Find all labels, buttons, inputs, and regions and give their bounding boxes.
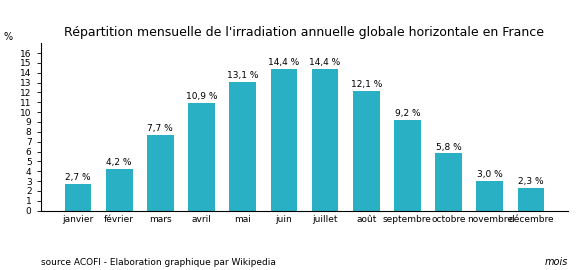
Text: 7,7 %: 7,7 %: [147, 124, 173, 133]
Bar: [64, 184, 92, 211]
Text: mois: mois: [545, 257, 568, 267]
Bar: [353, 92, 380, 211]
Text: source ACOFI - Elaboration graphique par Wikipedia: source ACOFI - Elaboration graphique par…: [41, 258, 276, 267]
Text: 9,2 %: 9,2 %: [394, 109, 420, 118]
Text: 3,0 %: 3,0 %: [477, 170, 503, 179]
Bar: [435, 153, 462, 211]
Bar: [229, 82, 256, 211]
Bar: [188, 103, 215, 211]
Bar: [476, 181, 503, 211]
Text: %: %: [3, 32, 13, 42]
Bar: [311, 69, 339, 211]
Text: 10,9 %: 10,9 %: [186, 92, 218, 101]
Bar: [270, 69, 298, 211]
Text: 5,8 %: 5,8 %: [436, 143, 462, 151]
Text: 4,2 %: 4,2 %: [106, 158, 132, 167]
Title: Répartition mensuelle de l'irradiation annuelle globale horizontale en France: Répartition mensuelle de l'irradiation a…: [64, 26, 545, 39]
Text: 12,1 %: 12,1 %: [350, 80, 382, 89]
Bar: [147, 135, 174, 211]
Bar: [394, 120, 421, 211]
Text: 13,1 %: 13,1 %: [227, 71, 259, 80]
Text: 2,7 %: 2,7 %: [65, 173, 91, 182]
Bar: [106, 169, 133, 211]
Bar: [517, 188, 545, 211]
Text: 2,3 %: 2,3 %: [518, 177, 544, 186]
Text: 14,4 %: 14,4 %: [269, 58, 299, 67]
Text: 14,4 %: 14,4 %: [310, 58, 340, 67]
